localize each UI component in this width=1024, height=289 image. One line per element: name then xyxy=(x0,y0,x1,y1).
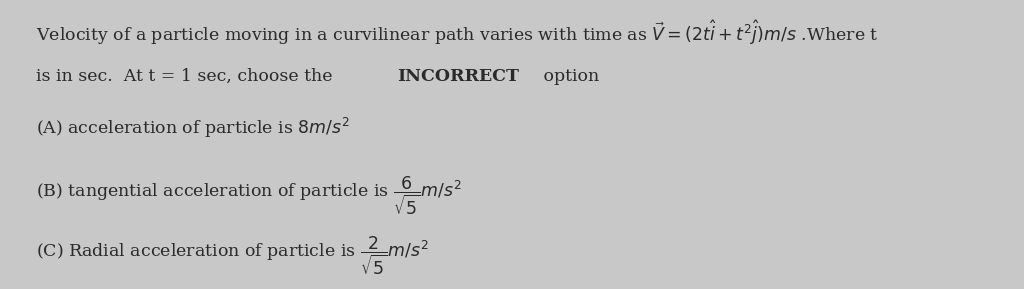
Text: (C) Radial acceleration of particle is $\dfrac{2}{\sqrt{5}}m/s^2$: (C) Radial acceleration of particle is $… xyxy=(36,234,429,277)
Text: option: option xyxy=(538,68,599,85)
Text: is in sec.  At t = 1 sec, choose the: is in sec. At t = 1 sec, choose the xyxy=(36,68,338,85)
Text: (B) tangential acceleration of particle is $\dfrac{6}{\sqrt{5}}m/s^2$: (B) tangential acceleration of particle … xyxy=(36,175,462,217)
Text: Velocity of a particle moving in a curvilinear path varies with time as $\vec{V}: Velocity of a particle moving in a curvi… xyxy=(36,19,879,47)
Text: (A) acceleration of particle is $8m/s^2$: (A) acceleration of particle is $8m/s^2$ xyxy=(36,116,350,140)
Text: INCORRECT: INCORRECT xyxy=(397,68,519,85)
